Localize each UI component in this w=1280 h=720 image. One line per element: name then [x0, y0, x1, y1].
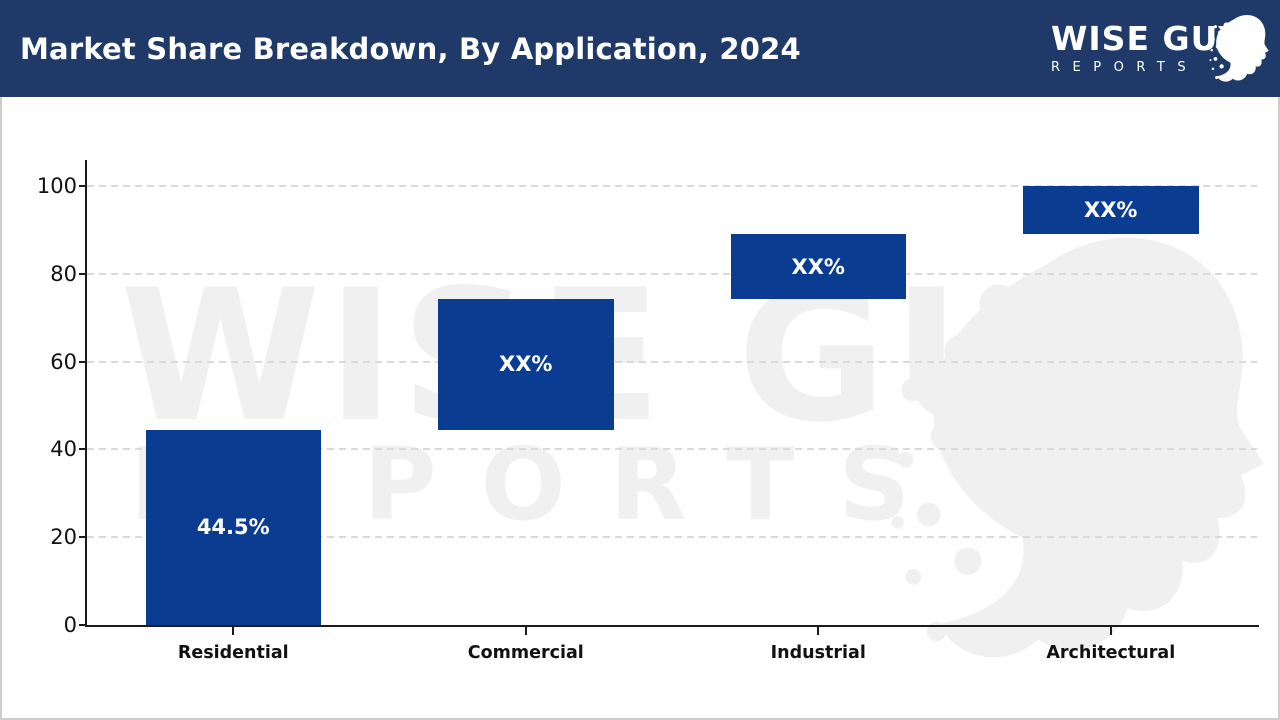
gridline — [87, 185, 1257, 187]
x-axis-tick — [817, 627, 820, 635]
y-axis-line — [85, 160, 87, 627]
y-axis-tick-label: 100 — [36, 174, 77, 198]
gridline — [87, 448, 1257, 451]
bar-value-label: XX% — [791, 254, 845, 279]
bar-value-label: XX% — [499, 352, 553, 377]
y-axis-tick — [79, 536, 87, 539]
x-axis-tick-label: Industrial — [770, 643, 866, 663]
brand-logo: WISE GUY REPORTS — [1047, 0, 1272, 97]
plot-area: 0 20 40 60 80 100 44.5% Residential XX% Commercia… — [2, 97, 1278, 718]
gridline — [87, 272, 1257, 275]
gridline — [87, 360, 1257, 363]
bar-value-label: 44.5% — [196, 515, 270, 540]
bar — [438, 299, 614, 430]
x-axis-tick — [1109, 627, 1112, 635]
y-axis-tick-label: 0 — [63, 613, 77, 637]
x-axis-tick — [524, 627, 527, 635]
x-axis-tick-label: Architectural — [1046, 643, 1176, 663]
y-axis-tick-label: 20 — [50, 525, 77, 550]
bar — [1023, 186, 1199, 235]
y-axis-tick — [79, 448, 87, 451]
x-axis-tick — [232, 627, 235, 635]
bar-value-label: XX% — [1084, 198, 1138, 223]
y-axis-tick — [79, 272, 87, 275]
header: Market Share Breakdown, By Application, … — [0, 0, 1280, 97]
y-axis-tick-label: 80 — [50, 261, 77, 286]
x-axis-tick-label: Residential — [177, 643, 289, 663]
bar — [145, 429, 321, 625]
y-axis-tick — [79, 360, 87, 363]
bar — [730, 234, 906, 300]
chart-area: WISE GUY REPORTS 0 20 40 60 80 100 44.5% Reside… — [0, 97, 1280, 720]
wise-guy-head-icon — [1209, 14, 1269, 82]
logo-text-block: WISE GUY REPORTS — [1051, 19, 1244, 75]
y-axis-tick — [79, 624, 87, 626]
y-axis-tick-label: 60 — [50, 349, 77, 374]
logo-wordmark: WISE GUY — [1051, 19, 1244, 58]
y-axis-tick-label: 40 — [50, 437, 77, 462]
x-axis-line — [85, 625, 1259, 627]
page-title: Market Share Breakdown, By Application, … — [20, 31, 801, 66]
gridline — [87, 536, 1257, 539]
y-axis-tick — [79, 185, 87, 187]
x-axis-tick-label: Commercial — [467, 643, 584, 663]
logo-subtext: REPORTS — [1051, 60, 1199, 75]
